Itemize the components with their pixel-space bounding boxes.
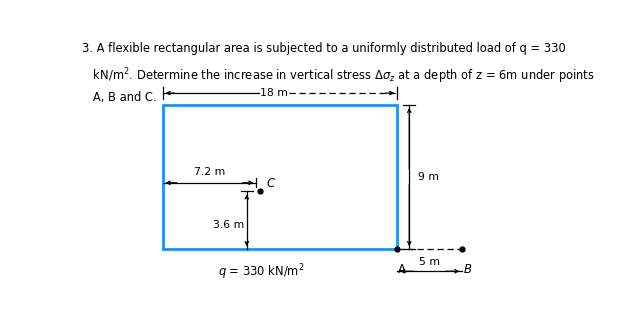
Text: 9 m: 9 m bbox=[418, 172, 439, 182]
Text: 5 m: 5 m bbox=[419, 257, 441, 267]
Bar bbox=[163, 105, 397, 249]
Text: 3.6 m: 3.6 m bbox=[213, 220, 245, 230]
Text: A: A bbox=[398, 263, 406, 276]
Text: kN/m$^2$. Determine the increase in vertical stress $\Delta\sigma_z$ at a depth : kN/m$^2$. Determine the increase in vert… bbox=[82, 67, 595, 86]
Text: C: C bbox=[266, 177, 275, 190]
Text: 3. A flexible rectangular area is subjected to a uniformly distributed load of q: 3. A flexible rectangular area is subjec… bbox=[82, 42, 565, 55]
Text: B: B bbox=[464, 263, 472, 276]
Text: 18 m: 18 m bbox=[260, 88, 288, 98]
Text: $q$ = 330 kN/m$^2$: $q$ = 330 kN/m$^2$ bbox=[218, 263, 305, 282]
Text: A, B and C.: A, B and C. bbox=[82, 92, 157, 104]
Text: 7.2 m: 7.2 m bbox=[194, 167, 225, 177]
